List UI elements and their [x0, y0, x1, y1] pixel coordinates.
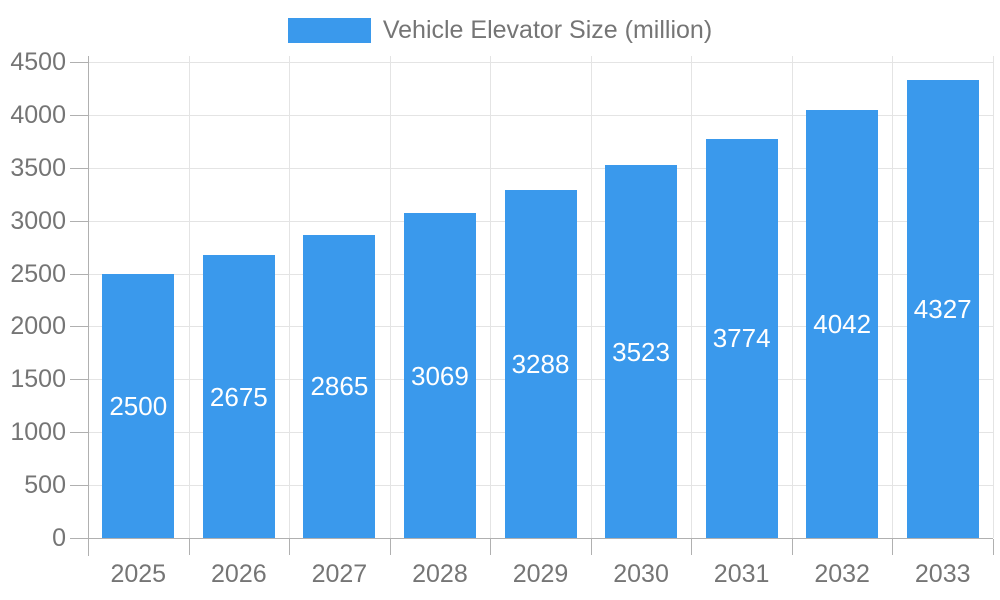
y-tick-label: 1500: [10, 365, 66, 394]
gridline-v: [188, 56, 190, 538]
y-tick-label: 0: [52, 524, 66, 552]
x-tick-mark: [590, 539, 592, 555]
y-tick-mark: [70, 273, 88, 275]
x-tick-mark: [791, 539, 793, 555]
x-tick-label: 2028: [412, 560, 468, 588]
y-tick-label: 4500: [10, 48, 66, 76]
x-tick-mark: [691, 539, 693, 555]
y-tick-label: 3500: [10, 153, 66, 182]
x-tick-label: 2029: [512, 560, 569, 588]
bar[interactable]: [303, 234, 376, 538]
gridline-h: [88, 114, 993, 116]
y-tick-mark: [70, 62, 88, 63]
bar[interactable]: [202, 255, 275, 538]
y-tick-mark: [70, 379, 88, 381]
bar[interactable]: [806, 110, 879, 538]
y-tick-mark: [70, 432, 88, 434]
x-tick-mark: [993, 539, 994, 555]
x-tick-label: 2033: [914, 560, 971, 588]
x-tick-mark: [389, 539, 391, 555]
gridline-v: [791, 56, 793, 538]
x-tick-label: 2025: [110, 560, 167, 588]
gridline-v: [490, 56, 492, 538]
bar[interactable]: [605, 165, 678, 538]
bar[interactable]: [102, 273, 175, 538]
x-tick-mark: [188, 539, 190, 555]
y-tick-mark: [70, 485, 88, 487]
y-tick-label: 2500: [10, 259, 66, 288]
gridline-v: [389, 56, 391, 538]
x-tick-label: 2031: [713, 560, 770, 588]
y-tick-label: 500: [24, 471, 66, 500]
y-tick-label: 3000: [10, 206, 66, 235]
y-tick-mark: [70, 220, 88, 222]
bar[interactable]: [705, 138, 778, 538]
gridline-v: [993, 56, 994, 538]
x-tick-label: 2032: [814, 560, 870, 588]
y-axis-line: [88, 56, 89, 556]
x-tick-label: 2026: [211, 560, 267, 588]
y-tick-label: 1000: [10, 418, 66, 447]
x-tick-label: 2027: [311, 560, 368, 588]
x-tick-label: 2030: [613, 560, 669, 588]
plot-area: 2500 2675 2865 3069 3288 3523 3774 4042 4327: [88, 56, 994, 538]
y-tick-label: 2000: [10, 312, 66, 341]
bar[interactable]: [906, 80, 979, 538]
bar[interactable]: [504, 190, 577, 538]
x-tick-mark: [490, 539, 492, 555]
gridline-v: [691, 56, 693, 538]
gridline-h: [88, 62, 993, 63]
gridline-v: [590, 56, 592, 538]
legend[interactable]: Vehicle Elevator Size (million): [0, 17, 1000, 44]
y-tick-mark: [70, 167, 88, 169]
gridline-h: [88, 167, 993, 169]
x-tick-mark: [88, 539, 89, 555]
y-tick-label: 4000: [10, 100, 66, 129]
x-axis-zero-line: [70, 538, 993, 539]
legend-swatch: [287, 18, 371, 43]
gridline-v: [892, 56, 894, 538]
x-tick-mark: [289, 539, 291, 555]
legend-label: Vehicle Elevator Size (million): [382, 16, 713, 44]
x-tick-mark: [892, 539, 894, 555]
y-tick-mark: [70, 326, 88, 328]
y-tick-mark: [70, 114, 88, 116]
gridline-v: [289, 56, 291, 538]
bar[interactable]: [403, 213, 476, 538]
